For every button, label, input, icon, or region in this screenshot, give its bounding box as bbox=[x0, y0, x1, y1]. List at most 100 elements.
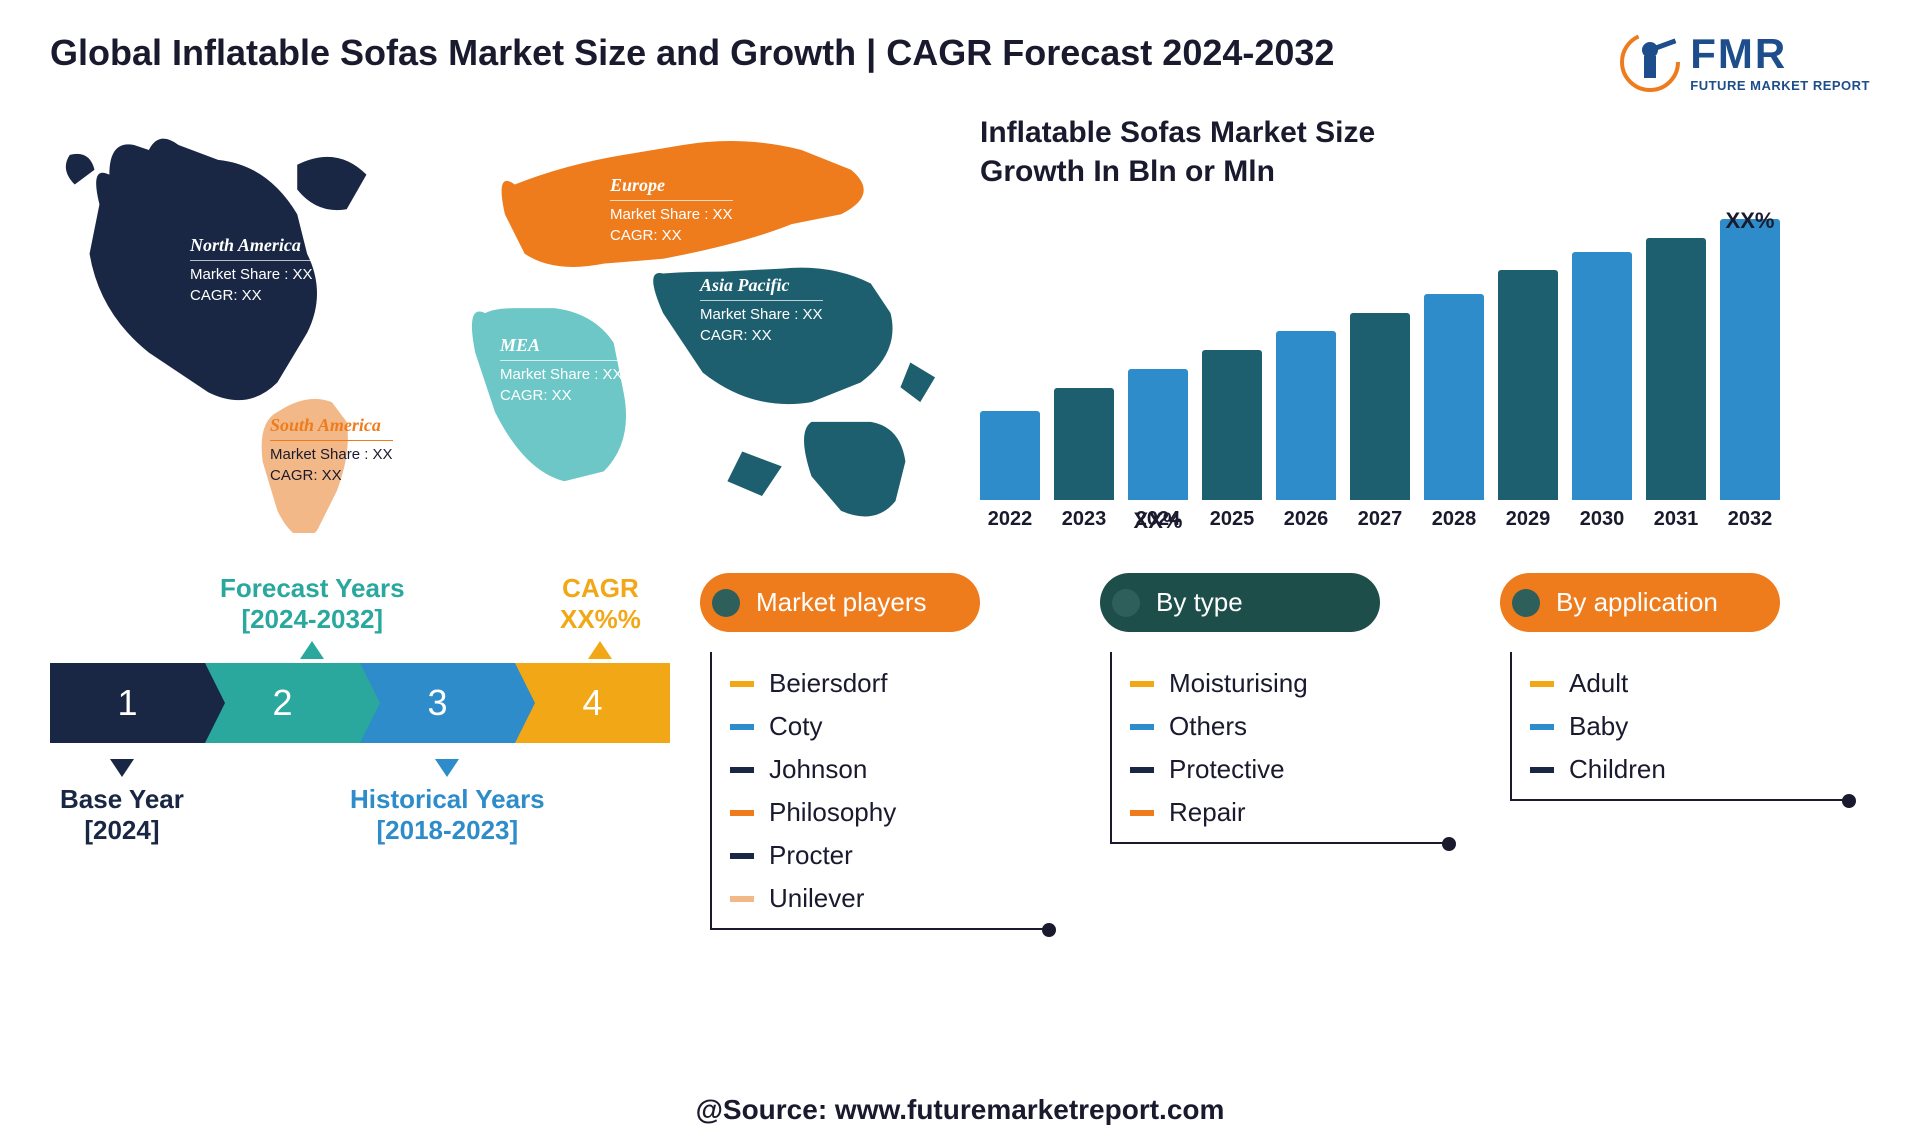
cagr-label: CAGR bbox=[562, 573, 639, 603]
bullet-icon bbox=[1130, 767, 1154, 773]
bullet-icon bbox=[1130, 724, 1154, 730]
bar-year-label: 2031 bbox=[1654, 508, 1699, 531]
bar-item: 2023 bbox=[1054, 388, 1114, 532]
region-sa-cagr: CAGR: XX bbox=[270, 467, 342, 484]
region-na-cagr: CAGR: XX bbox=[190, 287, 262, 304]
bullet-icon bbox=[1130, 810, 1154, 816]
logo-icon bbox=[1620, 32, 1680, 92]
bar-year-label: 2026 bbox=[1284, 508, 1329, 531]
category-item: Unilever bbox=[730, 877, 1070, 920]
region-eu-share: Market Share : XX bbox=[610, 206, 733, 223]
bar bbox=[980, 411, 1040, 500]
bullet-icon bbox=[1530, 767, 1554, 773]
bar-item: 2030 bbox=[1572, 252, 1632, 531]
bar-item: 2029 bbox=[1498, 270, 1558, 531]
bullet-icon bbox=[1530, 724, 1554, 730]
bullet-icon bbox=[1530, 681, 1554, 687]
timeline-seg-1: 1 bbox=[50, 663, 205, 743]
dot-icon bbox=[1042, 923, 1056, 937]
category-item: Beiersdorf bbox=[730, 662, 1070, 705]
bullet-icon bbox=[730, 681, 754, 687]
page-title: Global Inflatable Sofas Market Size and … bbox=[50, 30, 1334, 77]
bar bbox=[1276, 331, 1336, 500]
category-item: Children bbox=[1530, 748, 1870, 791]
region-mea-share: Market Share : XX bbox=[500, 366, 623, 383]
category-item: Procter bbox=[730, 834, 1070, 877]
bullet-icon bbox=[730, 767, 754, 773]
bar bbox=[1202, 350, 1262, 500]
category-item: Philosophy bbox=[730, 791, 1070, 834]
category-item-label: Coty bbox=[769, 711, 822, 742]
timeline-seg-4: 4 bbox=[515, 663, 670, 743]
historical-label: Historical Years bbox=[350, 784, 545, 814]
category-item-label: Unilever bbox=[769, 883, 864, 914]
region-sa-name: South America bbox=[270, 413, 393, 441]
category-item-label: Adult bbox=[1569, 668, 1628, 699]
timeline: Forecast Years [2024-2032] CAGR XX%% 1 2… bbox=[50, 573, 670, 833]
bar-item: XX%2024 bbox=[1128, 369, 1188, 531]
category-item-label: Children bbox=[1569, 754, 1666, 785]
forecast-label: Forecast Years bbox=[220, 573, 405, 603]
category-header: Market players bbox=[700, 573, 980, 632]
bar-item: 2026 bbox=[1276, 331, 1336, 531]
bullet-icon bbox=[730, 896, 754, 902]
bar-item: 2027 bbox=[1350, 313, 1410, 532]
bar bbox=[1572, 252, 1632, 500]
bar-item: 2022 bbox=[980, 411, 1040, 531]
bar-year-label: 2027 bbox=[1358, 508, 1403, 531]
world-map: North America Market Share : XX CAGR: XX… bbox=[50, 113, 940, 533]
bar bbox=[1128, 369, 1188, 500]
forecast-range: [2024-2032] bbox=[241, 604, 383, 634]
category-box: Market players Beiersdorf Coty Johnson Philo… bbox=[700, 573, 1070, 920]
triangle-down-icon bbox=[435, 759, 459, 777]
bullet-icon bbox=[1130, 681, 1154, 687]
bar-year-label: 2029 bbox=[1506, 508, 1551, 531]
category-item: Baby bbox=[1530, 705, 1870, 748]
category-item: Moisturising bbox=[1130, 662, 1470, 705]
bar-annotation: XX% bbox=[1134, 508, 1183, 534]
category-item: Johnson bbox=[730, 748, 1070, 791]
dot-icon bbox=[1442, 837, 1456, 851]
region-na-name: North America bbox=[190, 233, 313, 261]
bullet-icon bbox=[730, 724, 754, 730]
category-item-label: Baby bbox=[1569, 711, 1628, 742]
region-na-share: Market Share : XX bbox=[190, 266, 313, 283]
triangle-up-icon bbox=[588, 641, 612, 659]
category-item: Repair bbox=[1130, 791, 1470, 834]
category-box: By type Moisturising Others ProtectiveRepai… bbox=[1100, 573, 1470, 920]
bar bbox=[1498, 270, 1558, 500]
logo-tagline: FUTURE MARKET REPORT bbox=[1690, 78, 1870, 93]
bar bbox=[1424, 294, 1484, 500]
region-eu-name: Europe bbox=[610, 173, 733, 201]
category-item-label: Philosophy bbox=[769, 797, 896, 828]
timeline-seg-3: 3 bbox=[360, 663, 515, 743]
bar-year-label: 2022 bbox=[988, 508, 1033, 531]
category-list: Adult Baby Children bbox=[1500, 662, 1870, 791]
cagr-value: XX%% bbox=[560, 604, 641, 634]
dot-icon bbox=[1842, 794, 1856, 808]
chart-title: Inflatable Sofas Market Size Growth In B… bbox=[980, 113, 1480, 191]
bar-chart-section: Inflatable Sofas Market Size Growth In B… bbox=[980, 113, 1870, 531]
timeline-seg-2: 2 bbox=[205, 663, 360, 743]
bar bbox=[1350, 313, 1410, 501]
bar-item: XX%2032 bbox=[1720, 219, 1780, 531]
logo: FMR FUTURE MARKET REPORT bbox=[1620, 30, 1870, 93]
bar-chart: 2022 2023 XX%2024 2025 2026 2027 2028 2029 2030 2… bbox=[980, 211, 1870, 531]
category-item-label: Procter bbox=[769, 840, 853, 871]
bar-year-label: 2032 bbox=[1728, 508, 1773, 531]
bar-year-label: 2025 bbox=[1210, 508, 1255, 531]
bar-annotation: XX% bbox=[1726, 208, 1775, 234]
category-header: By application bbox=[1500, 573, 1780, 632]
category-item-label: Others bbox=[1169, 711, 1247, 742]
triangle-up-icon bbox=[300, 641, 324, 659]
triangle-down-icon bbox=[110, 759, 134, 777]
bar-item: 2028 bbox=[1424, 294, 1484, 531]
category-box: By application Adult Baby Children bbox=[1500, 573, 1870, 920]
category-item: Protective bbox=[1130, 748, 1470, 791]
category-list: Beiersdorf Coty Johnson Philosophy Procter Un… bbox=[700, 662, 1070, 920]
category-header: By type bbox=[1100, 573, 1380, 632]
bar-year-label: 2023 bbox=[1062, 508, 1107, 531]
bar-year-label: 2028 bbox=[1432, 508, 1477, 531]
category-item-label: Moisturising bbox=[1169, 668, 1308, 699]
bar-item: 2031 bbox=[1646, 238, 1706, 532]
